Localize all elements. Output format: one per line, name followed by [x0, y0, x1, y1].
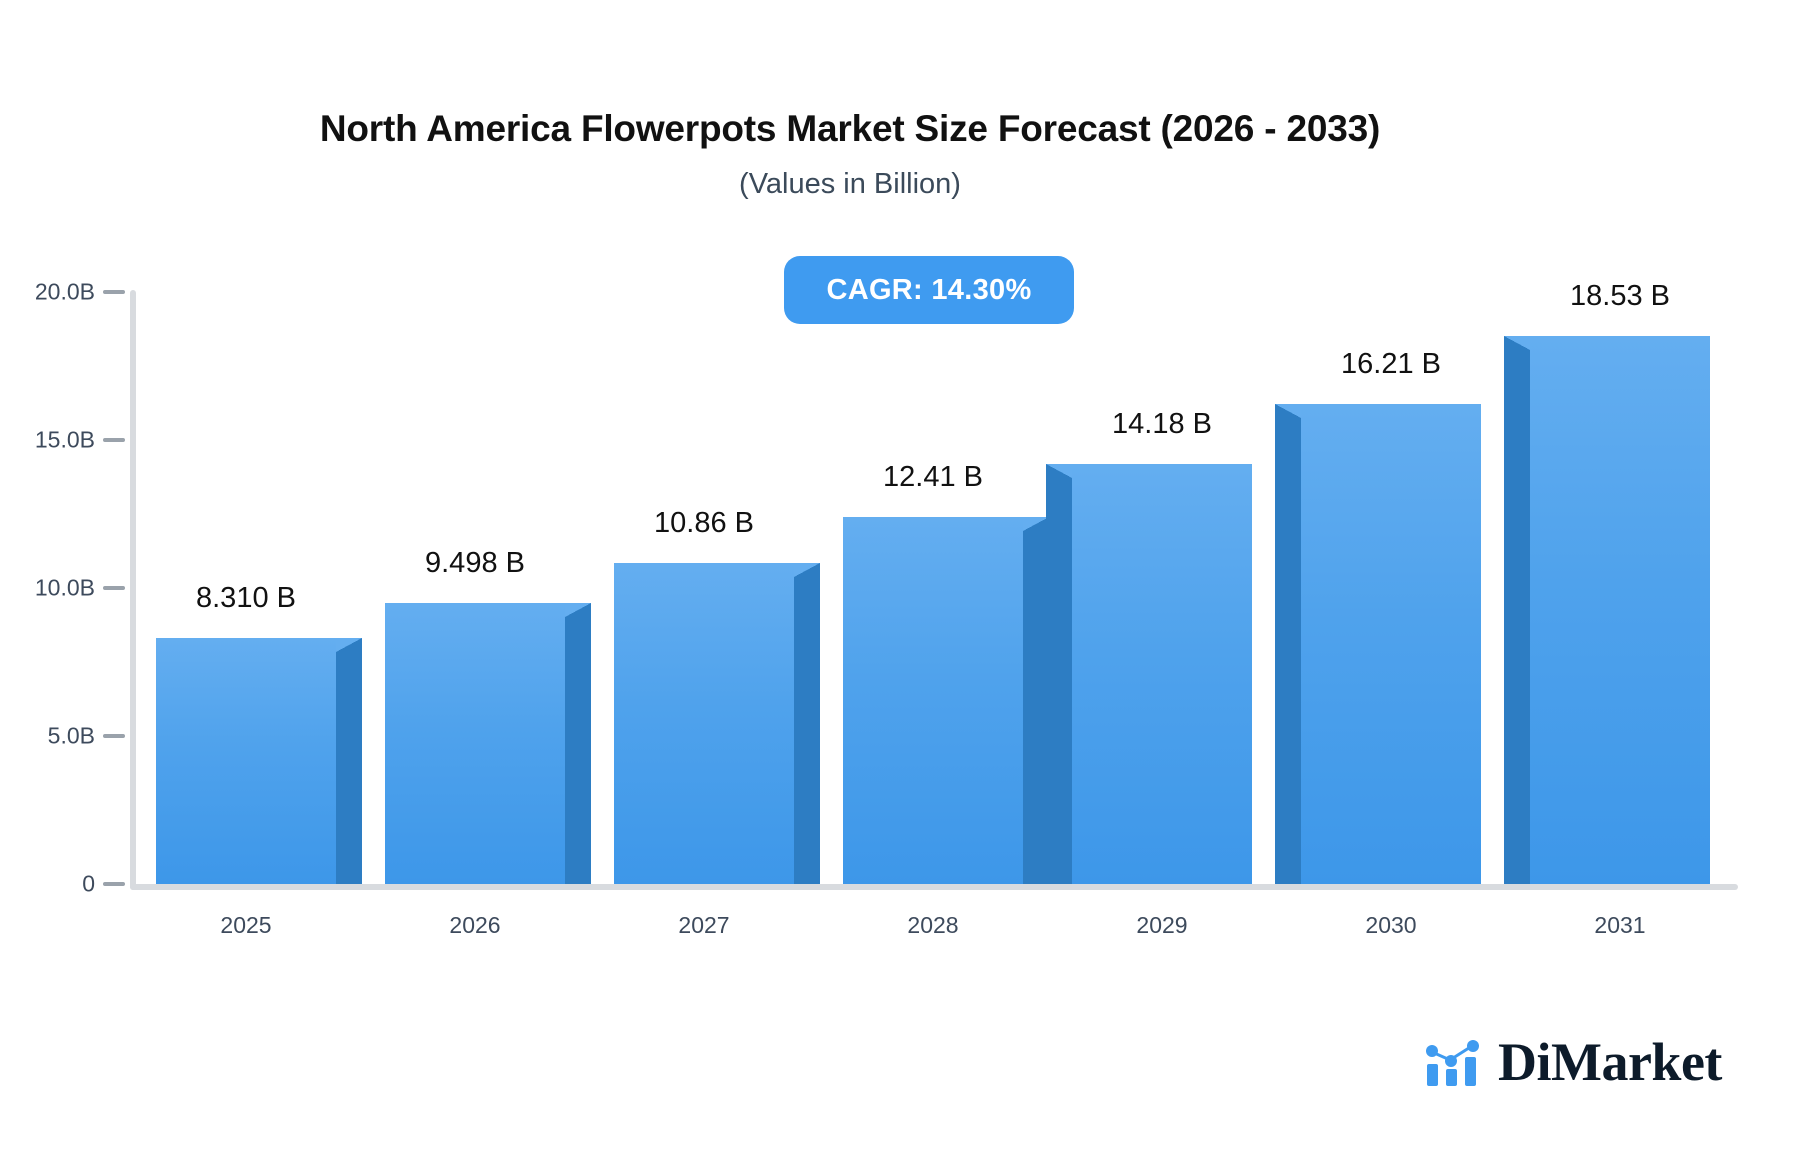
x-axis-baseline — [130, 884, 1738, 890]
bar-value-label: 12.41 B — [883, 460, 983, 493]
bar-side-face — [1275, 418, 1301, 884]
x-axis-label-2026: 2026 — [449, 912, 501, 938]
bar-top-face — [1504, 335, 1530, 350]
y-axis-tick — [103, 438, 125, 442]
dimarket-logo: DiMarket — [1424, 1030, 1722, 1094]
bar-top-face — [1046, 464, 1072, 479]
x-axis-label-2029: 2029 — [1136, 912, 1188, 938]
bar-2031[interactable] — [1504, 335, 1710, 884]
bar-side-face — [1046, 478, 1072, 884]
bar-2029[interactable] — [1046, 464, 1252, 884]
x-axis-label-2028: 2028 — [907, 912, 959, 938]
bar-2026[interactable] — [385, 602, 591, 884]
bar-value-label: 18.53 B — [1570, 279, 1670, 312]
bar-2030[interactable] — [1275, 404, 1481, 884]
logo-text: DiMarket — [1498, 1032, 1722, 1092]
bar-value-label: 10.86 B — [654, 506, 754, 539]
bar-face — [843, 516, 1023, 884]
cagr-badge-label: CAGR: 14.30% — [826, 273, 1032, 306]
bar-series: 8.310 B 9.498 B 10.86 B 12.41 B 14.18 B 16.21… — [156, 279, 1710, 884]
x-axis-label-2030: 2030 — [1365, 912, 1417, 938]
y-axis-tick — [103, 586, 125, 590]
bar-side-face — [794, 576, 820, 884]
y-axis-line — [130, 290, 136, 890]
bar-face — [1530, 335, 1710, 884]
bar-side-face — [336, 652, 362, 884]
bar-top-face — [1275, 404, 1301, 419]
bar-top-face — [794, 562, 820, 577]
bar-2027[interactable] — [614, 562, 820, 884]
cagr-badge: CAGR: 14.30% — [784, 256, 1074, 324]
y-axis-tick — [103, 290, 125, 294]
bar-2025[interactable] — [156, 638, 362, 884]
bar-top-face — [1023, 516, 1049, 531]
bar-face — [1072, 464, 1252, 884]
bar-value-label: 9.498 B — [425, 546, 525, 579]
bar-face — [1301, 404, 1481, 884]
y-axis-label: 15.0B — [34, 426, 95, 453]
bar-top-face — [336, 638, 362, 653]
x-axis-label-2031: 2031 — [1594, 912, 1646, 938]
bar-face — [614, 562, 794, 884]
y-axis-label: 10.0B — [34, 574, 95, 601]
page-title: North America Flowerpots Market Size For… — [319, 108, 1381, 149]
bar-face — [385, 602, 565, 884]
chart-subtitle: (Values in Billion) — [739, 168, 961, 200]
y-axis-label: 0 — [82, 870, 95, 897]
bar-2028[interactable] — [843, 516, 1049, 884]
bar-chart-icon — [1426, 1040, 1479, 1086]
y-axis-label: 20.0B — [34, 278, 95, 305]
bar-value-label: 14.18 B — [1112, 408, 1212, 441]
y-axis-tick — [103, 882, 125, 886]
x-axis-label-2025: 2025 — [220, 912, 272, 938]
bar-face — [156, 638, 336, 884]
bar-side-face — [1023, 530, 1049, 884]
x-axis-label-2027: 2027 — [678, 912, 730, 938]
y-axis-tick — [103, 734, 125, 738]
y-axis-label: 5.0B — [47, 722, 95, 749]
plot-area: 20.0B 15.0B 10.0B 5.0B 0 8.310 B 9.498 B 10.86… — [34, 278, 1738, 938]
bar-value-label: 16.21 B — [1341, 348, 1441, 381]
bar-side-face — [565, 616, 591, 884]
bar-value-label: 8.310 B — [196, 582, 296, 615]
bar-top-face — [565, 602, 591, 617]
bar-side-face — [1504, 349, 1530, 884]
